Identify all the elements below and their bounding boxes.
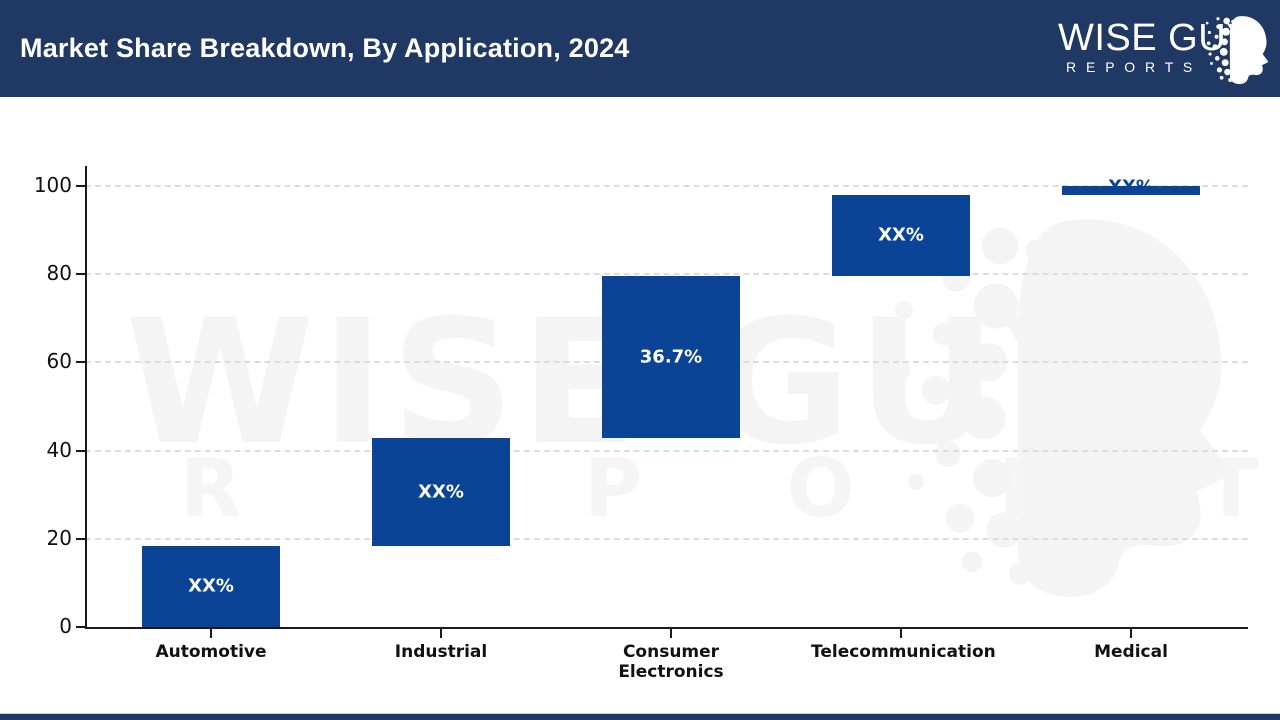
bar-automotive [142, 545, 280, 627]
x-axis-line [85, 627, 1248, 629]
plot: 0 20 40 60 80 100 XX% Automotive XX% Industrial 36… [0, 97, 1280, 714]
gridline-100 [85, 184, 1248, 187]
y-tick-mark [76, 273, 85, 275]
footer-bar [0, 714, 1280, 720]
x-category-label-telecommunication: Telecommunication [811, 642, 996, 662]
gridline-80 [85, 273, 1248, 275]
x-tick-mark [440, 629, 442, 638]
chart-area: WISE GUY R E P O R T S 020406080100XX%Au… [0, 97, 1280, 714]
bar-value-label-consumer-electronics: 36.7% [639, 346, 703, 368]
x-category-label-consumer-electronics: Consumer Electronics [618, 642, 724, 682]
y-tick-label: 60 [46, 349, 72, 374]
gridline-20 [85, 537, 1248, 540]
y-tick-mark [76, 184, 85, 187]
y-axis-line [85, 165, 87, 629]
x-category-label-automotive: Automotive [155, 642, 267, 662]
x-category-label-industrial: Industrial [394, 642, 488, 662]
logo-subtext: R E P O R T S [1066, 59, 1195, 75]
bar-value-label-medical: XX% [1108, 176, 1154, 198]
x-tick-mark [900, 629, 902, 638]
y-tick-mark [76, 449, 85, 452]
x-category-label-medical: Medical [1094, 642, 1168, 662]
y-tick-mark [76, 537, 85, 540]
bar-medical [1062, 185, 1200, 196]
bar-industrial [372, 437, 510, 546]
gridline-40 [85, 449, 1248, 452]
page-title: Market Share Breakdown, By Application, … [20, 33, 630, 63]
bar-value-label-automotive: XX% [188, 575, 234, 597]
bar-value-label-telecommunication: XX% [878, 224, 924, 246]
x-tick-mark [210, 629, 212, 638]
y-tick-mark [76, 361, 85, 364]
header-bar: Market Share Breakdown, By Application, … [0, 0, 1280, 97]
bar-value-label-industrial: XX% [418, 481, 464, 503]
y-tick-mark [76, 626, 85, 628]
y-tick-label: 40 [46, 437, 72, 462]
logo-wordmark: WISE GUY [1058, 17, 1252, 59]
x-tick-mark [670, 629, 672, 638]
footer-divider [0, 713, 1280, 714]
y-tick-label: 0 [59, 614, 72, 638]
y-tick-label: 100 [33, 172, 72, 197]
wise-guy-logo: WISE GUY R E P O R T S [1022, 6, 1272, 92]
x-tick-mark [1130, 629, 1132, 638]
y-tick-label: 20 [46, 525, 72, 550]
y-tick-label: 80 [46, 261, 72, 285]
bar-consumer-electronics [602, 275, 740, 438]
